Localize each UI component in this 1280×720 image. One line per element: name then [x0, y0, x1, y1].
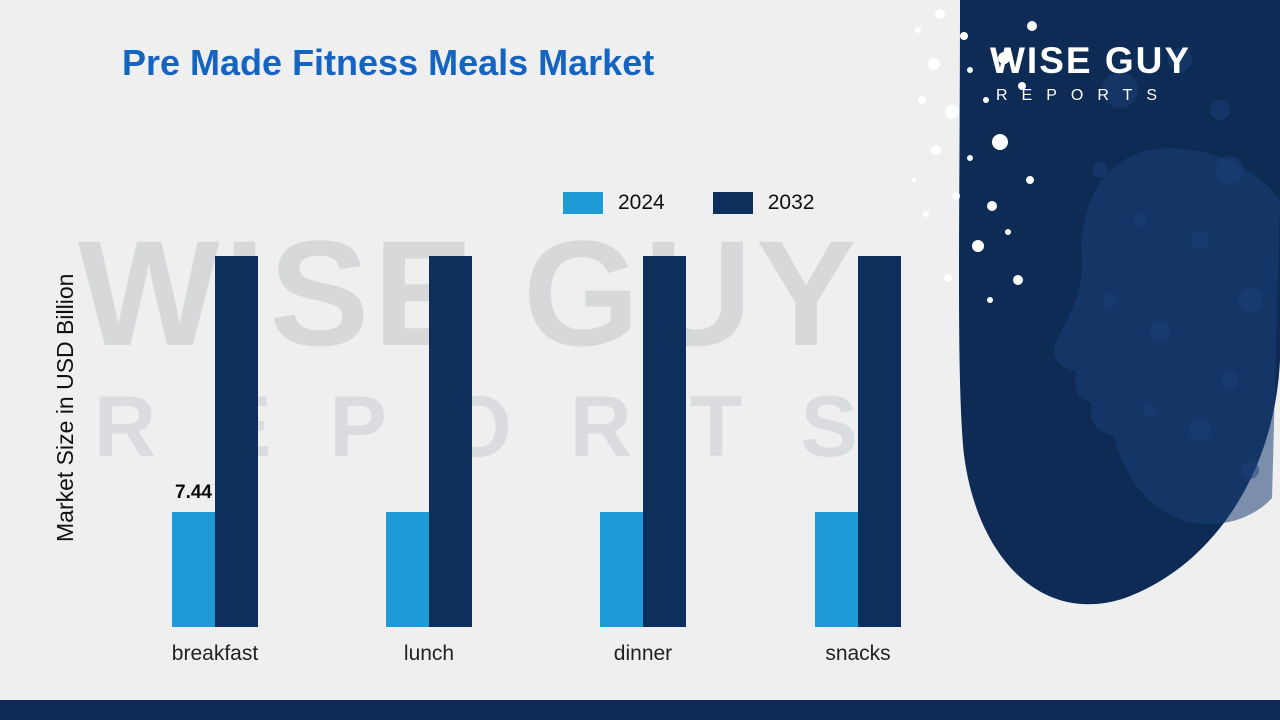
bar-2032-snacks	[858, 256, 901, 627]
legend-swatch-2032	[712, 192, 753, 214]
bar-2032-dinner	[643, 256, 686, 627]
bar-2024-lunch	[386, 512, 429, 627]
head-dots-pattern	[1092, 48, 1262, 479]
connection-dots-pattern	[912, 9, 1037, 303]
category-label-dinner: dinner	[613, 642, 673, 665]
bar-2024-dinner	[600, 512, 643, 627]
bar-2032-breakfast	[215, 256, 258, 627]
brand-logo: WISE GUY REPORTS	[990, 40, 1191, 105]
brand-head-graphic	[912, 0, 1280, 605]
category-label-snacks: snacks	[825, 642, 891, 665]
brand-subname: REPORTS	[996, 87, 1172, 104]
bar-value-label: 7.44	[175, 482, 212, 503]
legend-label-2024: 2024	[618, 191, 665, 214]
chart-title: Pre Made Fitness Meals Market	[122, 42, 655, 83]
bar-2024-breakfast	[172, 512, 215, 627]
y-axis-label: Market Size in USD Billion	[52, 273, 78, 542]
legend-item-2024: 2024	[563, 191, 665, 215]
legend-swatch-2024	[563, 192, 603, 214]
brand-name: WISE GUY	[990, 40, 1192, 81]
footer-bar	[0, 700, 1280, 720]
category-label-lunch: lunch	[403, 642, 455, 665]
chart-legend: 2024 2032	[563, 191, 814, 215]
legend-label-2032: 2032	[767, 191, 815, 214]
legend-item-2032: 2032	[712, 191, 815, 215]
bar-2024-snacks	[815, 512, 858, 627]
category-label-breakfast: breakfast	[171, 642, 259, 665]
bar-2032-lunch	[429, 256, 472, 627]
